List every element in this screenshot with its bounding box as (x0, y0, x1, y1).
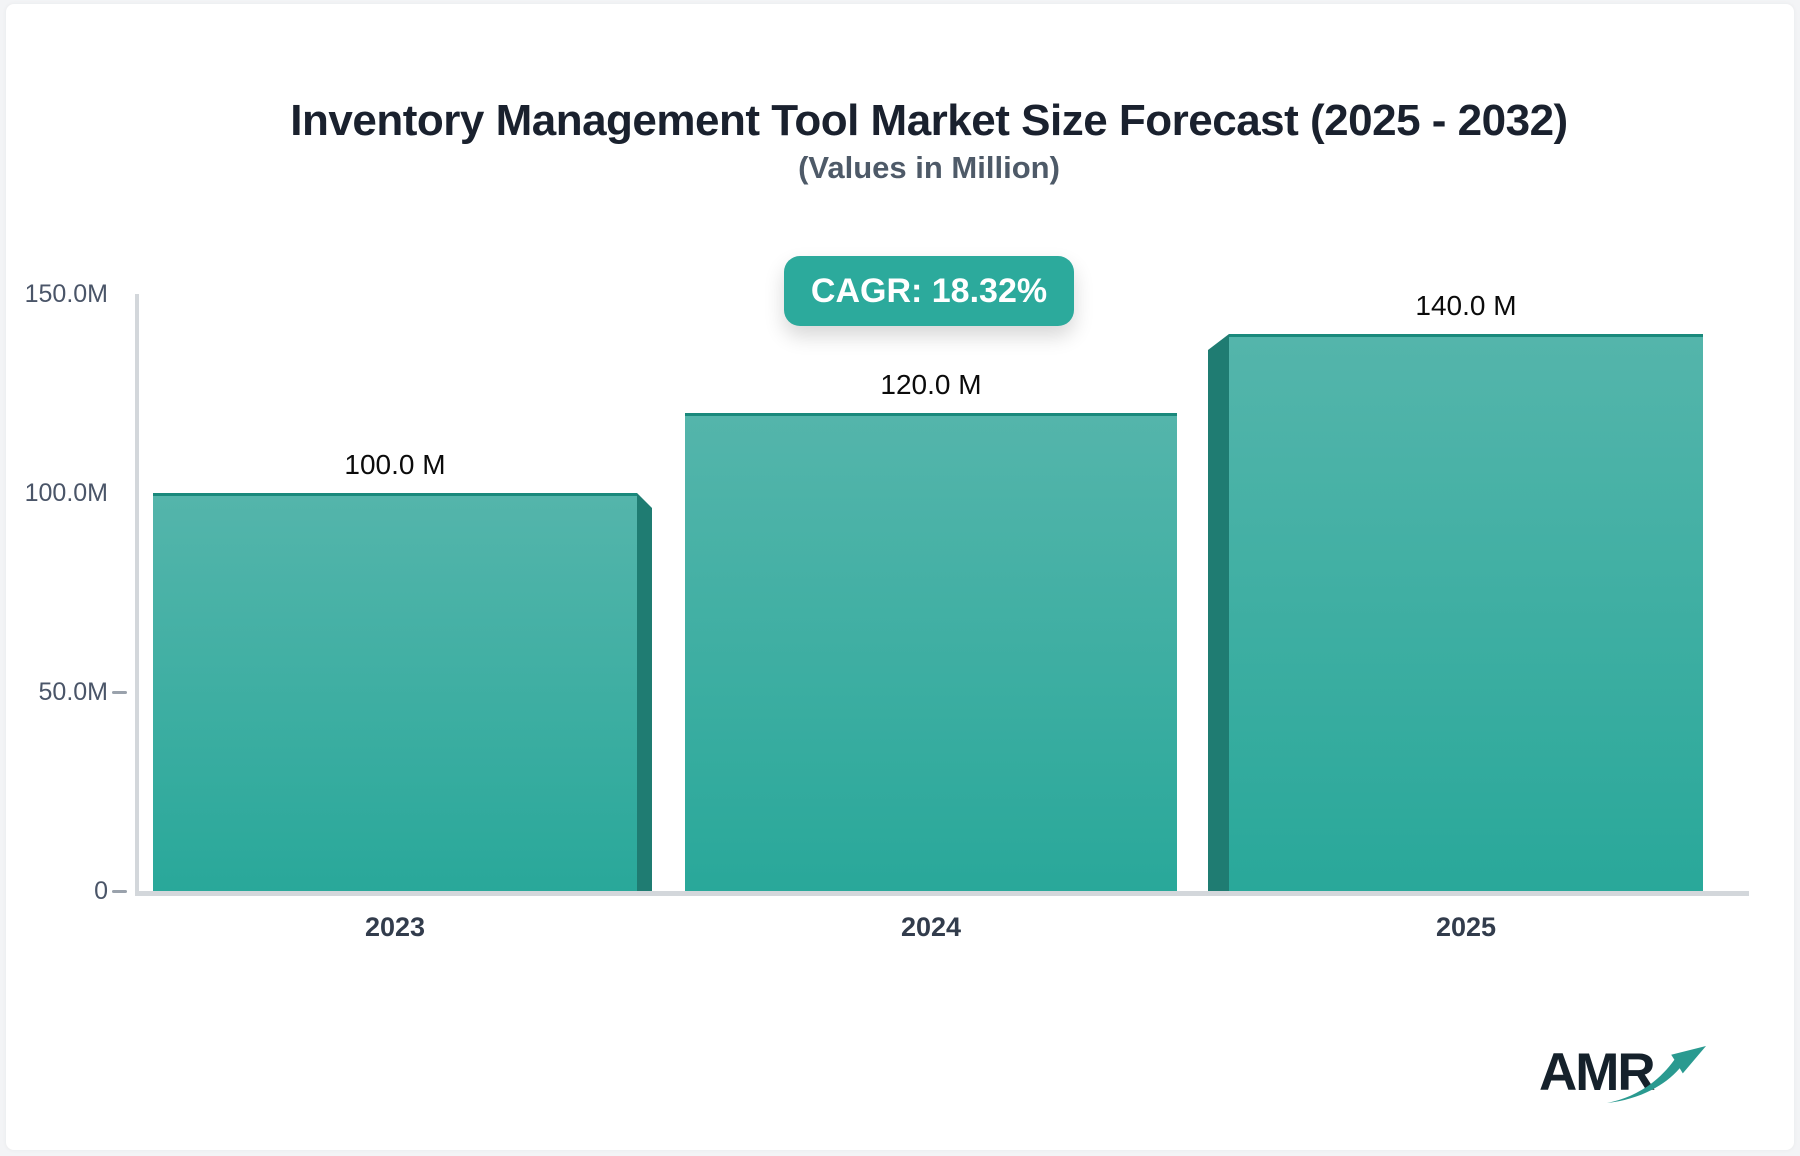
chart-subtitle: (Values in Million) (798, 150, 1060, 185)
growth-arrow-icon (1607, 1046, 1706, 1103)
bar (685, 413, 1177, 891)
bar-side-panel (1208, 334, 1229, 891)
y-tick-dash (112, 691, 127, 694)
y-tick-label: 150.0M (24, 280, 108, 308)
bar-value-label: 140.0 M (1415, 290, 1517, 321)
x-tick-label: 2023 (364, 912, 426, 942)
y-tick-label: 50.0M (38, 678, 108, 706)
amr-logo: AMR (1539, 1040, 1719, 1110)
y-tick-dash (112, 890, 127, 893)
y-tick-label: 100.0M (24, 479, 108, 507)
y-axis-line (135, 294, 139, 891)
y-tick-label: 0 (94, 877, 108, 905)
chart-title: Inventory Management Tool Market Size Fo… (290, 96, 1568, 145)
bar-value-label: 100.0 M (344, 449, 446, 480)
bar-side-panel (637, 493, 652, 891)
plot-area: 150.0M 100.0M 50.0M 0 100.0 M 2023 120.0 M 2024… (6, 4, 1800, 1156)
bar (153, 493, 637, 891)
bar (1229, 334, 1703, 891)
x-tick-label: 2024 (900, 912, 962, 942)
x-tick-label: 2025 (1435, 912, 1497, 942)
chart-card: Inventory Management Tool Market Size Fo… (6, 4, 1794, 1150)
bar-value-label: 120.0 M (880, 369, 982, 400)
x-axis-line (135, 891, 1749, 896)
cagr-badge: CAGR: 18.32% (784, 256, 1074, 326)
amr-logo-text: AMR (1539, 1043, 1656, 1102)
